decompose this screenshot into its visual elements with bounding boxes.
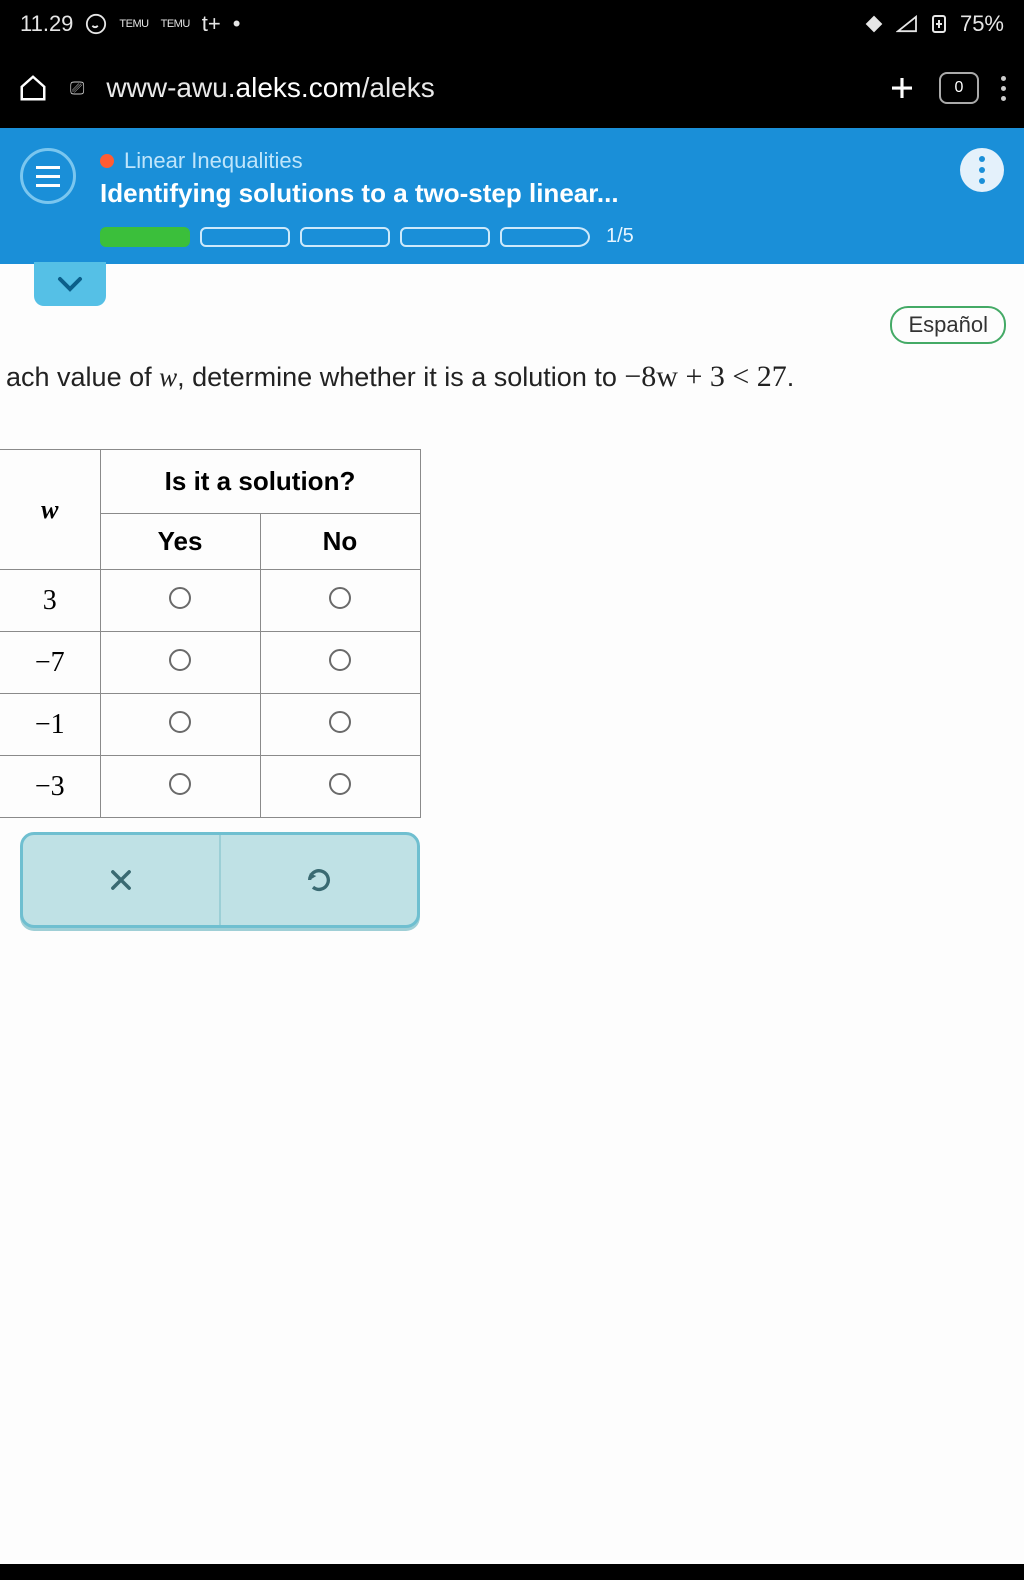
question-text: ach value of w, determine whether it is …: [0, 264, 1024, 399]
language-toggle-button[interactable]: Español: [890, 306, 1006, 344]
hamburger-menu-button[interactable]: [20, 148, 76, 204]
undo-button[interactable]: [219, 835, 417, 925]
new-tab-icon[interactable]: [887, 73, 917, 103]
radio-yes[interactable]: [169, 773, 191, 795]
vpn-icon: [864, 14, 884, 34]
table-value: −7: [0, 632, 100, 694]
tab-count: 0: [955, 79, 964, 97]
radio-no[interactable]: [329, 711, 351, 733]
home-icon[interactable]: [18, 73, 48, 103]
table-row: −3: [0, 756, 420, 818]
progress-segment: [200, 227, 290, 247]
subtopic-label: Identifying solutions to a two-step line…: [100, 178, 936, 209]
progress-segment: [300, 227, 390, 247]
header-more-button[interactable]: [960, 148, 1004, 192]
table-header-variable: w: [0, 450, 100, 570]
signal-icon: [896, 15, 918, 33]
topic-label: Linear Inequalities: [124, 148, 303, 174]
radio-no[interactable]: [329, 587, 351, 609]
topic-indicator-icon: [100, 154, 114, 168]
radio-yes[interactable]: [169, 711, 191, 733]
radio-no[interactable]: [329, 649, 351, 671]
table-value: 3: [0, 570, 100, 632]
question-prefix: ach value of: [6, 362, 159, 392]
question-expression: −8w + 3 < 27: [624, 360, 786, 393]
tabs-button[interactable]: 0: [939, 72, 979, 104]
site-settings-icon[interactable]: ⎚: [70, 78, 84, 99]
clear-button[interactable]: [23, 835, 219, 925]
table-value: −1: [0, 694, 100, 756]
url-bar[interactable]: www-awu.aleks.com/aleks: [106, 72, 865, 104]
progress-bar: 1/5: [100, 225, 936, 248]
browser-bar: ⎚ www-awu.aleks.com/aleks 0: [0, 48, 1024, 128]
dot-icon: •: [233, 11, 241, 37]
table-header-solution: Is it a solution?: [100, 450, 420, 514]
question-mid: , determine whether it is a solution to: [177, 362, 624, 392]
app-badge-1: TEMU: [119, 19, 148, 30]
battery-saver-icon: [930, 14, 948, 34]
url-domain: aleks.com: [236, 72, 362, 103]
table-header-no: No: [260, 514, 420, 570]
table-row: −7: [0, 632, 420, 694]
whatsapp-icon: [85, 13, 107, 35]
url-path: /aleks: [362, 72, 435, 103]
url-prefix: www-awu.: [106, 72, 235, 103]
aleks-header: Linear Inequalities Identifying solution…: [0, 128, 1024, 264]
content-area: Español ach value of w, determine whethe…: [0, 264, 1024, 1564]
progress-segment: [500, 227, 590, 247]
table-header-yes: Yes: [100, 514, 260, 570]
progress-segment: [400, 227, 490, 247]
status-time: 11.29: [20, 11, 73, 37]
radio-yes[interactable]: [169, 587, 191, 609]
answer-table: w Is it a solution? Yes No 3 −7 −1 −3: [0, 449, 421, 818]
radio-yes[interactable]: [169, 649, 191, 671]
notification-icon: t+: [202, 11, 221, 37]
status-bar: 11.29 TEMU TEMU t+ • 75%: [0, 0, 1024, 48]
browser-menu-icon[interactable]: [1001, 76, 1006, 101]
table-row: −1: [0, 694, 420, 756]
progress-segment-filled: [100, 227, 190, 247]
progress-count: 1/5: [606, 225, 634, 248]
table-row: 3: [0, 570, 420, 632]
question-variable: w: [159, 362, 177, 392]
app-badge-2: TEMU: [161, 19, 190, 30]
table-value: −3: [0, 756, 100, 818]
collapse-tab-button[interactable]: [34, 262, 106, 306]
tool-panel: [20, 832, 420, 928]
radio-no[interactable]: [329, 773, 351, 795]
battery-percent: 75%: [960, 11, 1004, 37]
